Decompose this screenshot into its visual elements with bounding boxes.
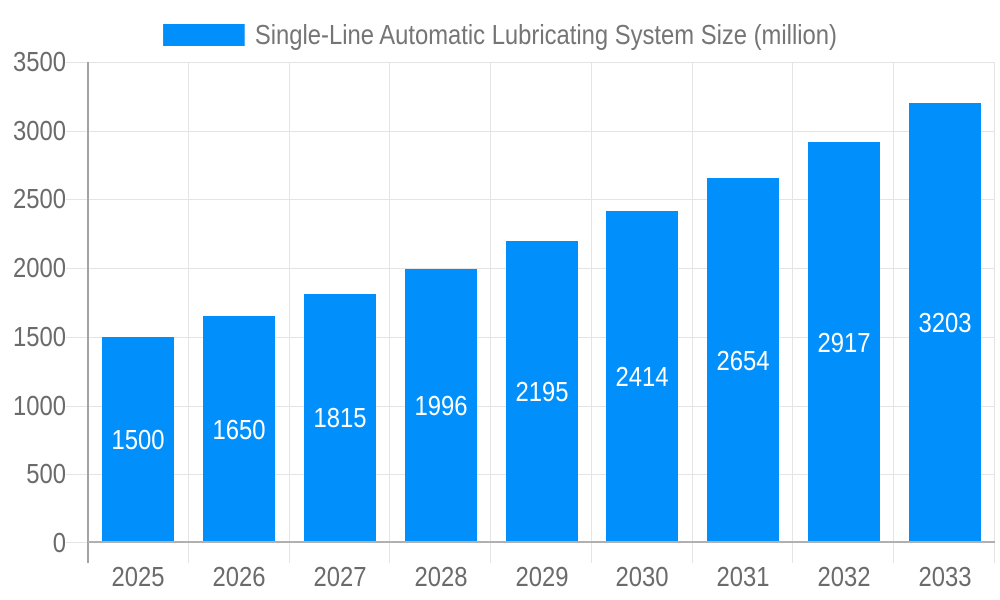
y-tick-label: 1500 (13, 320, 67, 352)
bar-value-label: 1650 (212, 413, 266, 445)
plot-area: 1500 1650 1815 1996 2195 2414 2654 2917 3203 (66, 62, 995, 563)
bar[interactable]: 1996 (404, 268, 477, 543)
x-tick-label: 2033 (918, 561, 972, 592)
y-tick-label: 0 (52, 527, 66, 558)
x-gridline (792, 62, 794, 563)
bar-value-label: 2414 (615, 361, 669, 393)
x-tick-label: 2028 (414, 561, 468, 592)
y-tick-label: 2500 (13, 183, 67, 215)
y-tick-label: 500 (26, 458, 66, 490)
x-gridline (590, 62, 592, 563)
bar-value-label: 2654 (716, 344, 770, 376)
x-tick-label: 2026 (212, 561, 266, 592)
x-gridline (389, 62, 391, 563)
bar-value-label: 1500 (111, 423, 165, 455)
bar[interactable]: 1815 (303, 293, 376, 543)
x-tick-label: 2030 (615, 561, 669, 592)
x-gridline (893, 62, 895, 563)
bar-value-label: 1815 (313, 402, 367, 434)
x-gridline (187, 62, 189, 563)
legend-color-swatch (163, 24, 245, 46)
chart-title: Single-Line Automatic Lubricating System… (254, 19, 837, 50)
bar[interactable]: 2654 (707, 178, 780, 543)
y-tick-label: 2000 (13, 252, 67, 284)
x-tick-label: 2029 (515, 561, 568, 592)
y-tick-label: 3500 (13, 46, 67, 77)
y-tick-label: 1000 (13, 389, 67, 421)
y-gridline (66, 130, 995, 132)
bar-value-label: 1996 (414, 389, 468, 421)
bar[interactable]: 3203 (908, 102, 981, 543)
y-gridline (66, 62, 995, 63)
x-axis-line (88, 541, 995, 543)
x-gridline (691, 62, 693, 563)
x-axis-tick-overhang (66, 542, 88, 543)
y-tick-label: 3000 (13, 114, 67, 146)
bar[interactable]: 2195 (505, 241, 578, 543)
bar[interactable]: 2414 (606, 211, 679, 543)
x-tick-label: 2025 (111, 561, 165, 592)
bar[interactable]: 1500 (102, 336, 175, 543)
x-gridline (994, 62, 995, 563)
y-gridline (66, 199, 995, 201)
bar[interactable]: 2917 (807, 142, 880, 543)
bar-value-label: 2195 (515, 376, 568, 408)
y-axis-line (87, 62, 89, 563)
x-tick-label: 2032 (817, 561, 871, 592)
x-tick-label: 2031 (716, 561, 770, 592)
legend[interactable]: Single-Line Automatic Lubricating System… (163, 21, 837, 49)
bar-value-label: 3203 (918, 306, 972, 338)
x-gridline (490, 62, 492, 563)
bar-value-label: 2917 (817, 326, 871, 358)
bar[interactable]: 1650 (203, 316, 276, 543)
x-tick-label: 2027 (313, 561, 367, 592)
x-gridline (288, 62, 290, 563)
